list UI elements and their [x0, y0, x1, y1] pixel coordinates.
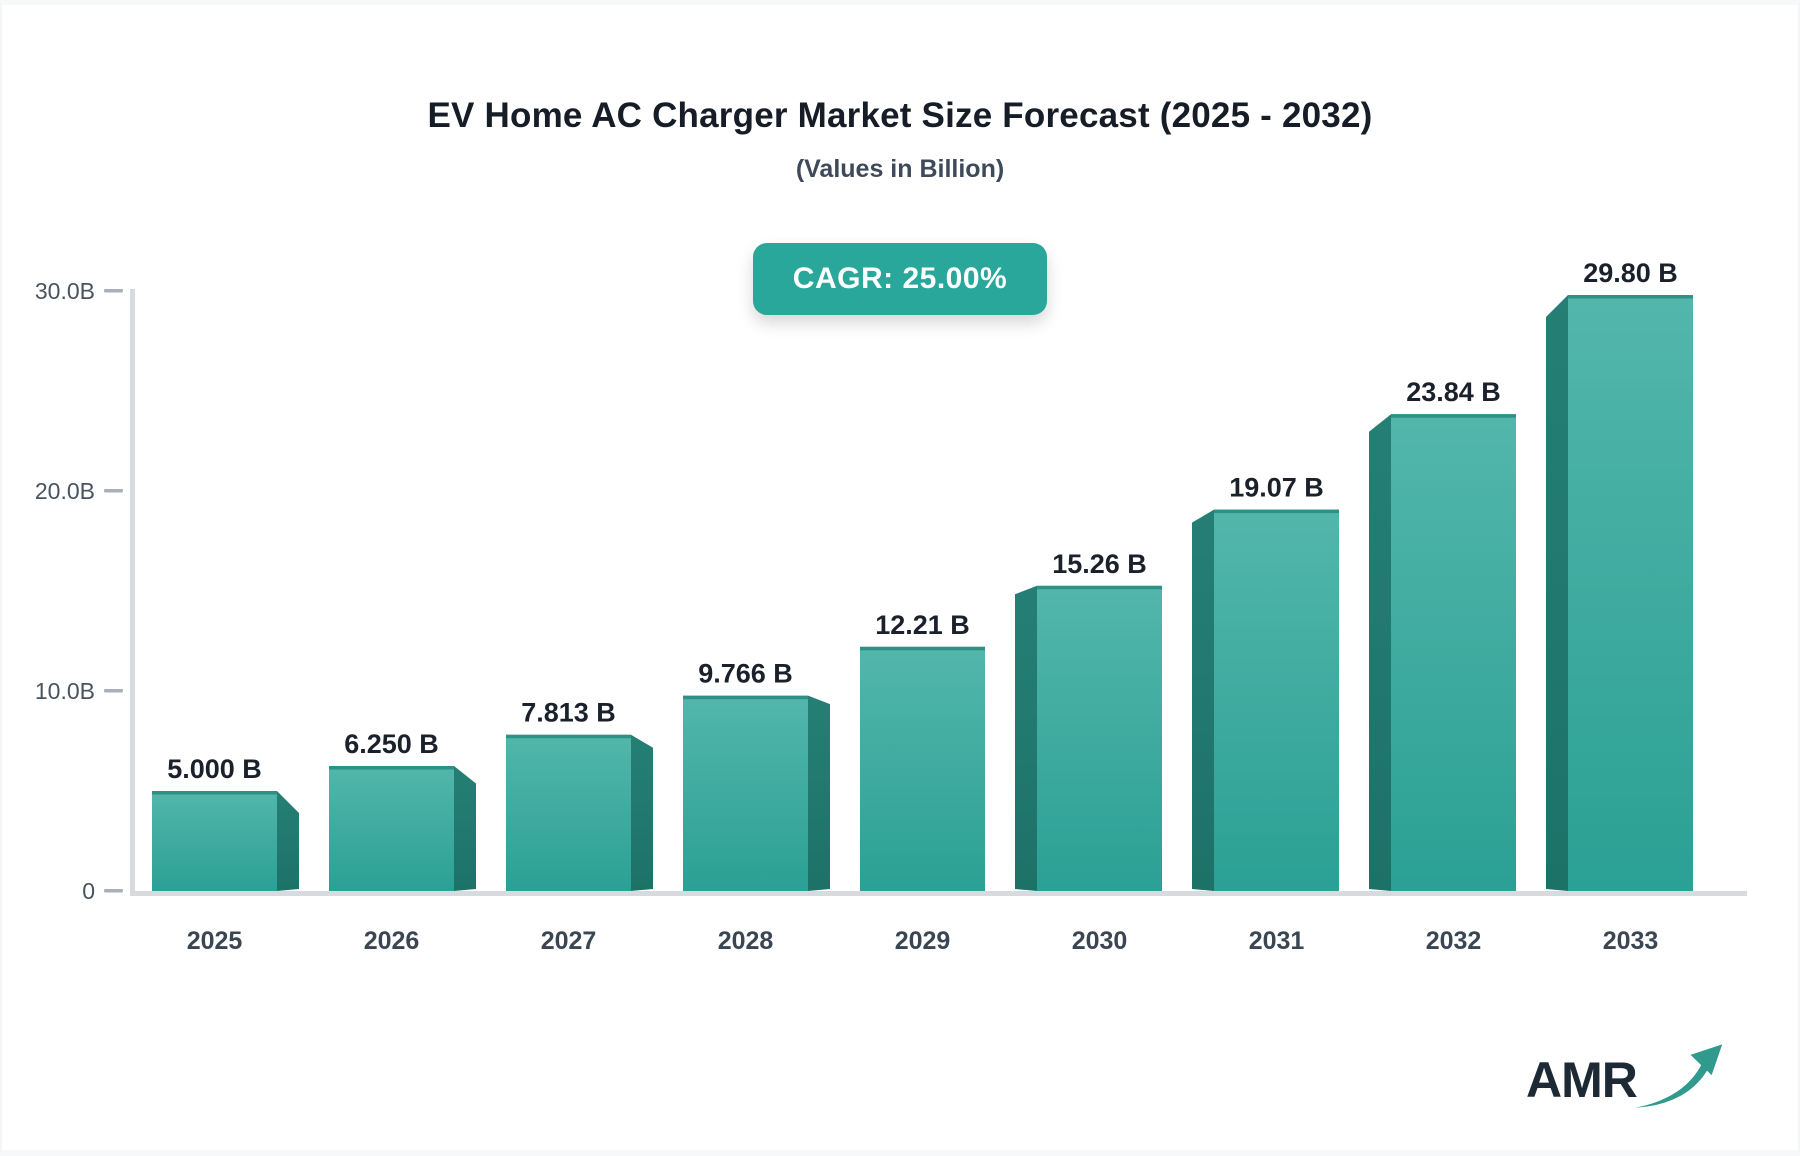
bar-2026[interactable] [329, 766, 476, 891]
bar-side-face [1015, 585, 1037, 891]
bar-value-label: 12.21 B [875, 610, 970, 640]
bar-top-edge [1037, 585, 1162, 590]
bar-side-face [277, 791, 299, 891]
bar-front-face [152, 791, 277, 891]
x-axis-year-label: 2033 [1603, 927, 1659, 955]
bar-value-label: 29.80 B [1583, 258, 1678, 288]
y-tick-mark [104, 489, 123, 493]
bar-2025[interactable] [152, 791, 299, 891]
x-axis-line [130, 891, 1747, 896]
y-tick-mark [104, 289, 123, 293]
bar-top-edge [1214, 509, 1339, 514]
bar-top-edge [152, 791, 277, 795]
bar-front-face [329, 766, 454, 891]
bar-value-label: 23.84 B [1406, 377, 1501, 407]
bar-front-face [683, 695, 808, 891]
bar-2030[interactable] [1015, 585, 1162, 891]
bar-value-label: 7.813 B [521, 698, 616, 728]
y-axis-line [130, 289, 135, 896]
x-axis-year-label: 2027 [541, 927, 597, 955]
y-tick-label: 10.0B [35, 678, 95, 704]
bar-2032[interactable] [1369, 414, 1516, 891]
bar-front-face [1391, 414, 1516, 891]
bar-top-edge [1391, 414, 1516, 418]
bar-2027[interactable] [506, 734, 653, 891]
y-tick-label: 30.0B [35, 278, 95, 304]
trend-arrow-icon [1634, 1044, 1723, 1108]
y-tick-mark [104, 889, 123, 893]
bar-side-face [1546, 295, 1568, 891]
bar-side-face [454, 766, 476, 891]
x-axis-year-label: 2030 [1072, 927, 1128, 955]
bar-side-face [1369, 414, 1391, 891]
chart-header: EV Home AC Charger Market Size Forecast … [2, 5, 1798, 315]
bar-top-edge [506, 734, 631, 739]
x-axis-year-label: 2026 [364, 927, 420, 955]
bar-front-face [860, 646, 985, 891]
amr-logo-text: AMR [1526, 1052, 1638, 1108]
bar-value-label: 9.766 B [698, 659, 793, 689]
x-axis-year-label: 2028 [718, 927, 774, 955]
bar-side-face [631, 734, 653, 891]
amr-logo: AMR [1526, 1035, 1746, 1125]
x-axis-year-label: 2031 [1249, 927, 1305, 955]
chart-subtitle: (Values in Billion) [795, 154, 1005, 183]
y-tick-label: 0 [82, 878, 95, 904]
bar-top-edge [860, 646, 985, 651]
bar-front-face [1037, 585, 1162, 891]
bar-2033[interactable] [1546, 295, 1693, 891]
bar-side-face [808, 695, 830, 891]
cagr-badge: CAGR: 25.00% [752, 243, 1048, 315]
bar-top-edge [683, 695, 808, 700]
chart-title: EV Home AC Charger Market Size Forecast … [427, 96, 1373, 135]
bar-front-face [1568, 295, 1693, 891]
bar-front-face [1214, 509, 1339, 891]
bar-value-label: 19.07 B [1229, 473, 1324, 503]
bar-value-label: 5.000 B [167, 754, 262, 784]
bar-value-label: 6.250 B [344, 729, 439, 759]
bar-side-face [1192, 509, 1214, 891]
bar-value-label: 15.26 B [1052, 549, 1147, 579]
bar-top-edge [1568, 295, 1693, 299]
bar-2031[interactable] [1192, 509, 1339, 891]
bar-2028[interactable] [683, 695, 830, 891]
x-axis-year-label: 2032 [1426, 927, 1482, 955]
bar-2029[interactable] [860, 646, 985, 891]
bar-front-face [506, 734, 631, 891]
x-axis-year-label: 2025 [187, 927, 243, 955]
y-tick-label: 20.0B [35, 478, 95, 504]
y-tick-mark [104, 689, 123, 693]
bar-chart-plot-area: 30.0B 20.0B 10.0B 0 5.000 B 2025 6.250 B 2026 7… [35, 258, 1747, 955]
x-axis-year-label: 2029 [895, 927, 951, 955]
bar-top-edge [329, 766, 454, 770]
